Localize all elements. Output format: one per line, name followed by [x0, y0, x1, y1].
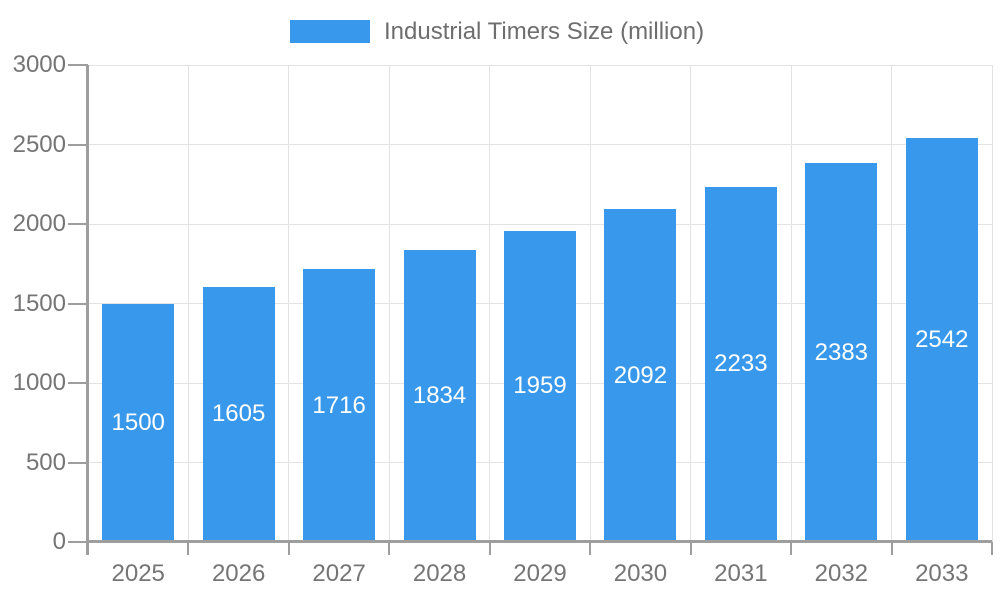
y-gridline-3000 — [88, 64, 992, 66]
y-tick-3000 — [68, 64, 88, 66]
x-axis-label-2026: 2026 — [211, 560, 266, 587]
x-gridline-9 — [991, 65, 993, 542]
bar-2031[interactable] — [704, 186, 777, 542]
bar-2032[interactable] — [805, 163, 878, 542]
x-axis-label-2025: 2025 — [111, 560, 165, 587]
x-tick-9 — [991, 542, 993, 555]
bar-2027[interactable] — [303, 269, 376, 542]
legend-swatch-icon — [290, 20, 370, 43]
x-axis-label-2032: 2032 — [814, 560, 869, 587]
x-axis-label-2031: 2031 — [714, 560, 768, 587]
x-gridline-6 — [690, 65, 692, 542]
x-axis-line — [88, 540, 992, 543]
x-gridline-2 — [288, 65, 290, 542]
y-tick-0 — [68, 541, 88, 543]
x-tick-7 — [790, 542, 793, 555]
y-tick-1500 — [68, 302, 88, 305]
y-axis-label-2500: 2500 — [12, 130, 66, 158]
y-tick-2500 — [68, 143, 88, 146]
x-gridline-7 — [790, 65, 792, 542]
legend-label: Industrial Timers Size (million) — [384, 17, 705, 45]
x-tick-3 — [388, 542, 391, 555]
y-tick-1000 — [68, 382, 88, 384]
x-axis-label-2027: 2027 — [312, 560, 366, 587]
y-tick-2000 — [68, 223, 88, 225]
x-tick-5 — [589, 542, 592, 555]
y-axis-label-1500: 1500 — [12, 289, 66, 317]
x-gridline-4 — [489, 65, 491, 542]
x-tick-2 — [287, 542, 290, 555]
x-tick-1 — [187, 542, 190, 555]
x-tick-4 — [488, 542, 491, 555]
x-axis-label-2030: 2030 — [613, 560, 668, 587]
y-axis-label-0: 0 — [52, 528, 66, 555]
x-gridline-5 — [589, 65, 591, 542]
y-axis-label-2000: 2000 — [12, 210, 66, 237]
x-tick-8 — [890, 542, 893, 555]
bar-2026[interactable] — [202, 286, 275, 542]
x-gridline-8 — [891, 65, 893, 542]
y-axis-label-3000: 3000 — [12, 51, 66, 78]
bar-2029[interactable] — [504, 230, 576, 542]
bar-2025[interactable] — [102, 303, 175, 542]
x-gridline-1 — [187, 65, 189, 542]
bar-2028[interactable] — [403, 250, 476, 542]
y-axis-label-1000: 1000 — [12, 369, 66, 396]
x-tick-6 — [689, 542, 692, 555]
legend-item[interactable]: Industrial Timers Size (million) — [290, 17, 705, 45]
y-axis-line — [86, 65, 89, 555]
y-tick-500 — [68, 461, 88, 464]
x-axis-label-2028: 2028 — [412, 560, 467, 587]
y-gridline-2500 — [88, 144, 992, 145]
bar-2033[interactable] — [905, 137, 978, 542]
x-axis-label-2029: 2029 — [513, 560, 567, 587]
y-axis-label-500: 500 — [25, 448, 66, 476]
x-axis-label-2033: 2033 — [915, 560, 969, 587]
bar-2030[interactable] — [604, 209, 677, 542]
x-gridline-3 — [388, 65, 390, 542]
y-gridline-2000 — [88, 223, 992, 225]
